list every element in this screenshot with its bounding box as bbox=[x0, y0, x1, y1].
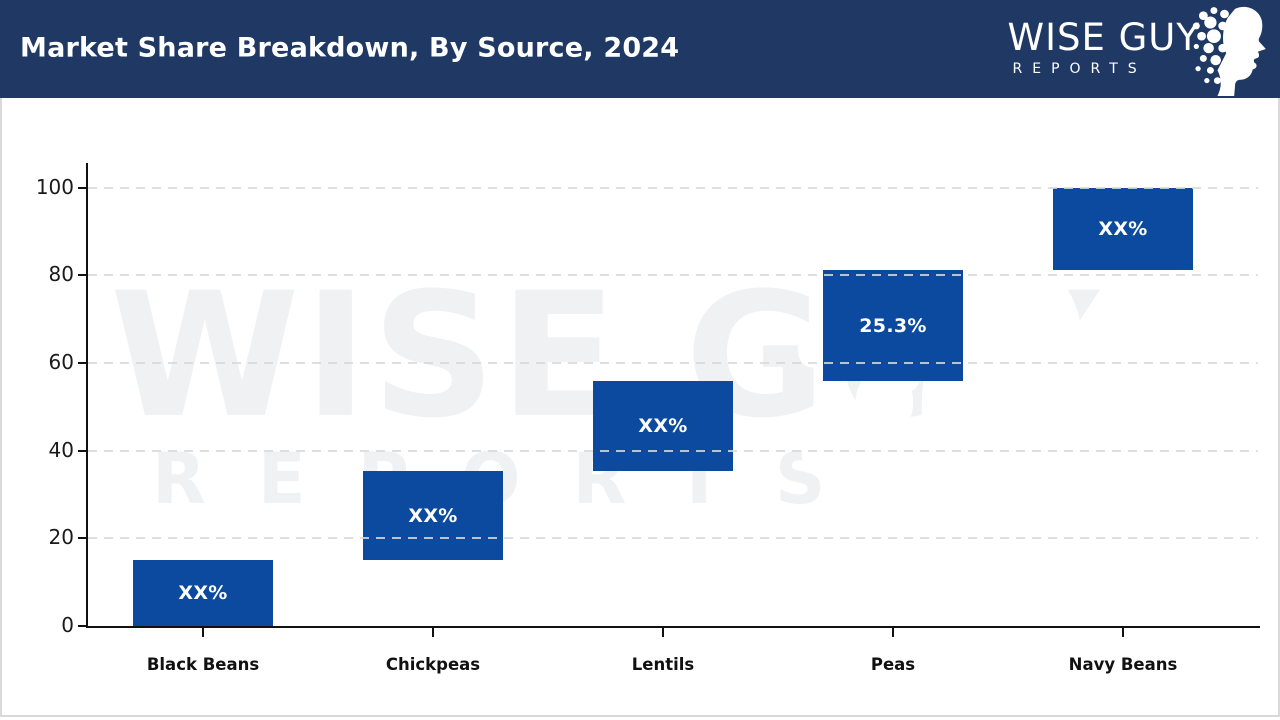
bar-lentils: XX% bbox=[593, 381, 733, 471]
bar-navy-beans: XX% bbox=[1053, 187, 1193, 271]
bar-value-label-navy-beans: XX% bbox=[1098, 217, 1148, 240]
bar-peas: 25.3% bbox=[823, 270, 963, 382]
x-tick-navy-beans bbox=[1122, 628, 1124, 637]
bar-value-label-black-beans: XX% bbox=[178, 582, 228, 605]
y-tick-label: 80 bbox=[48, 262, 74, 287]
page-title: Market Share Breakdown, By Source, 2024 bbox=[20, 32, 680, 64]
x-category-label-navy-beans: Navy Beans bbox=[1068, 655, 1178, 674]
y-tick-80 bbox=[78, 274, 88, 277]
gridline-100 bbox=[88, 186, 1258, 189]
x-axis-line bbox=[86, 626, 1260, 628]
gridline-20 bbox=[88, 537, 1258, 540]
logo-subtext: REPORTS bbox=[1012, 61, 1147, 78]
x-tick-black-beans bbox=[202, 628, 204, 637]
x-category-label-lentils: Lentils bbox=[631, 655, 695, 674]
y-tick-20 bbox=[78, 537, 88, 540]
y-tick-100 bbox=[78, 186, 88, 189]
y-tick-label: 100 bbox=[35, 174, 74, 199]
x-category-label-chickpeas: Chickpeas bbox=[385, 655, 481, 674]
bar-black-beans: XX% bbox=[133, 560, 273, 626]
x-category-label-black-beans: Black Beans bbox=[146, 655, 260, 674]
logo-text: WISE GUY REPORTS bbox=[1007, 15, 1200, 78]
wise-guy-logo: WISE GUY REPORTS bbox=[1008, 0, 1272, 98]
gridline-80 bbox=[88, 274, 1258, 277]
bar-value-label-chickpeas: XX% bbox=[408, 504, 458, 527]
y-tick-label: 60 bbox=[48, 349, 74, 374]
y-tick-0 bbox=[78, 625, 88, 627]
waterfall-chart: 0 20 40 60 80 100 XX% Black Beans XX% Chickpeas XX… bbox=[36, 163, 1260, 674]
gridline-40 bbox=[88, 449, 1258, 452]
x-category-label-peas: Peas bbox=[870, 655, 916, 674]
header-bar: Market Share Breakdown, By Source, 2024 … bbox=[0, 0, 1280, 98]
x-tick-peas bbox=[892, 628, 894, 637]
y-axis-line bbox=[86, 163, 88, 628]
x-tick-chickpeas bbox=[432, 628, 434, 637]
y-tick-60 bbox=[78, 361, 88, 364]
logo-wordmark: WISE GUY bbox=[1007, 15, 1200, 59]
y-tick-40 bbox=[78, 449, 88, 452]
bar-value-label-lentils: XX% bbox=[638, 415, 688, 438]
y-tick-label: 40 bbox=[48, 437, 74, 462]
x-tick-lentils bbox=[662, 628, 664, 637]
y-tick-label: 0 bbox=[61, 613, 74, 637]
bar-chickpeas: XX% bbox=[363, 470, 503, 561]
bar-value-label-peas: 25.3% bbox=[859, 314, 927, 337]
logo-head-icon bbox=[1192, 6, 1266, 96]
y-tick-label: 20 bbox=[48, 525, 74, 550]
gridline-60 bbox=[88, 361, 1258, 364]
